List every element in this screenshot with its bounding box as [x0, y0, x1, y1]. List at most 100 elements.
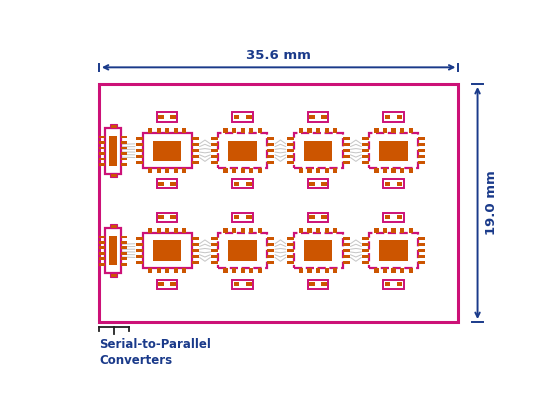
Bar [286, 237, 294, 240]
Bar [218, 233, 267, 268]
Bar [136, 149, 142, 152]
Bar [211, 243, 218, 246]
Bar [321, 282, 327, 286]
Bar [234, 182, 240, 186]
Bar [192, 143, 199, 146]
Bar [211, 255, 218, 258]
Bar [246, 115, 252, 119]
Bar [241, 228, 245, 233]
Bar [153, 240, 182, 261]
Bar [99, 158, 105, 160]
Bar [307, 128, 312, 133]
Bar [121, 246, 127, 249]
Bar [418, 255, 425, 258]
Bar [325, 168, 329, 173]
Bar [267, 237, 274, 240]
Bar [234, 282, 240, 286]
Bar [299, 128, 303, 133]
Bar [232, 213, 253, 222]
Bar [362, 137, 369, 140]
Bar [400, 228, 404, 233]
Bar [246, 282, 252, 286]
Bar [99, 236, 105, 238]
Bar [286, 261, 294, 264]
Bar [110, 272, 116, 277]
Bar [174, 268, 178, 273]
Bar [316, 268, 320, 273]
Bar [192, 249, 199, 252]
Bar [258, 268, 262, 273]
Bar [333, 168, 337, 173]
Bar [148, 128, 152, 133]
Bar [369, 233, 418, 268]
Bar [121, 163, 127, 166]
Bar [374, 128, 379, 133]
Bar [374, 228, 379, 233]
Bar [379, 240, 408, 261]
Bar [267, 249, 274, 252]
Bar [321, 182, 327, 186]
Bar [391, 268, 396, 273]
Bar [174, 168, 178, 173]
Bar [333, 228, 337, 233]
Bar [383, 128, 387, 133]
Bar [157, 213, 178, 222]
Bar [408, 268, 413, 273]
Bar [343, 149, 349, 152]
Bar [109, 136, 118, 166]
Bar [307, 268, 312, 273]
Bar [286, 149, 294, 152]
Bar [218, 133, 267, 168]
Bar [400, 168, 404, 173]
Bar [267, 261, 274, 264]
Bar [325, 228, 329, 233]
Bar [343, 261, 349, 264]
Bar [99, 252, 105, 255]
Bar [99, 246, 105, 249]
Bar [286, 249, 294, 252]
Bar [99, 163, 105, 166]
Bar [267, 255, 274, 258]
Bar [362, 249, 369, 252]
Bar [294, 233, 343, 268]
Bar [171, 115, 176, 119]
Bar [110, 124, 116, 128]
Text: 19.0 mm: 19.0 mm [485, 171, 498, 235]
Bar [418, 143, 425, 146]
Bar [109, 236, 118, 265]
Bar [362, 255, 369, 258]
Bar [249, 168, 253, 173]
Bar [229, 240, 257, 261]
Bar [343, 155, 349, 158]
Bar [362, 237, 369, 240]
Bar [316, 168, 320, 173]
Bar [192, 137, 199, 140]
Bar [418, 162, 425, 164]
Bar [232, 179, 253, 188]
Bar [294, 133, 343, 168]
Bar [171, 282, 176, 286]
Bar [397, 282, 402, 286]
Bar [333, 128, 337, 133]
Bar [136, 237, 142, 240]
Bar [192, 162, 199, 164]
Bar [99, 147, 105, 149]
Bar [299, 168, 303, 173]
Bar [385, 215, 390, 219]
Bar [316, 228, 320, 233]
Bar [165, 228, 169, 233]
Bar [321, 215, 327, 219]
Bar [321, 115, 327, 119]
Bar [192, 155, 199, 158]
Bar [157, 268, 161, 273]
Bar [121, 252, 127, 255]
Bar [211, 143, 218, 146]
Bar [343, 243, 349, 246]
Bar [309, 115, 315, 119]
Bar [224, 168, 228, 173]
Bar [383, 213, 404, 222]
Bar [142, 133, 192, 168]
Bar [267, 155, 274, 158]
Bar [136, 137, 142, 140]
Bar [136, 255, 142, 258]
